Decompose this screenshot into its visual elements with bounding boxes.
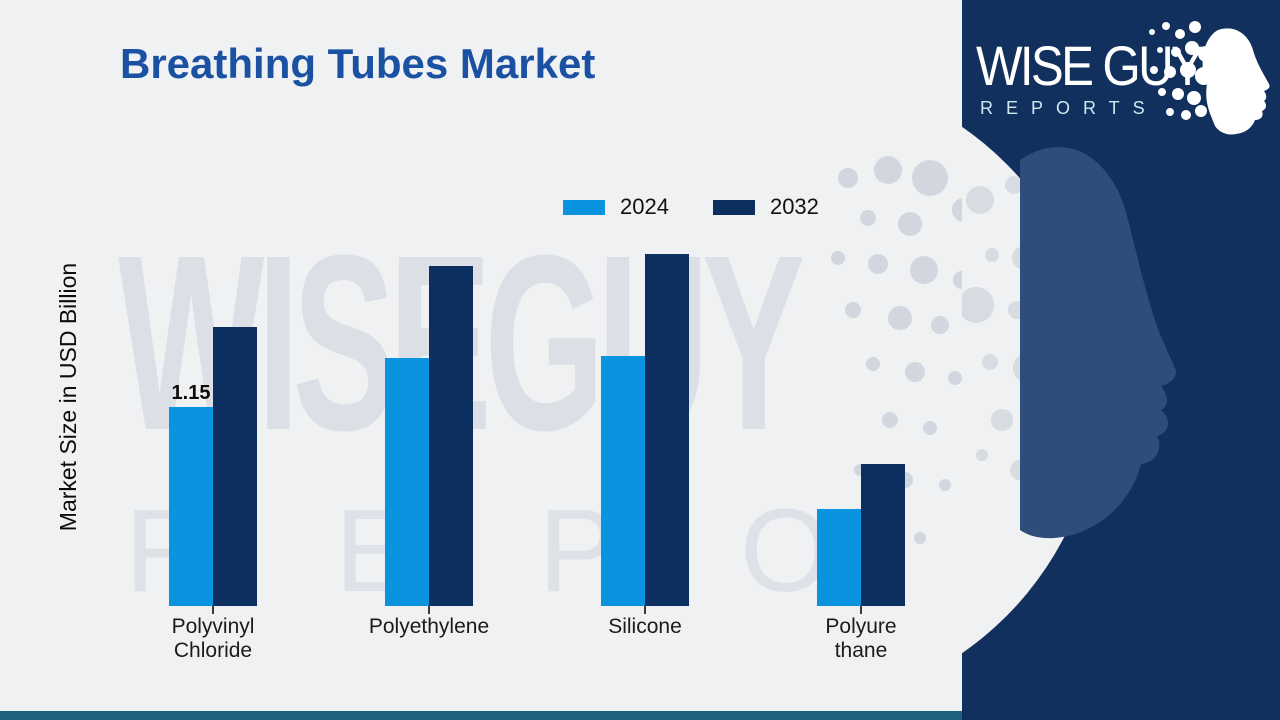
logo-dots [1149, 21, 1214, 120]
chart-title: Breathing Tubes Market [120, 40, 596, 87]
x-axis-tick [212, 606, 214, 614]
x-axis-tick [428, 606, 430, 614]
bar-2032-silicone [645, 254, 689, 606]
x-axis-label: Polyethylene [368, 615, 490, 638]
x-axis-label: Polyure thane [825, 615, 897, 663]
panel-face-icon [1020, 147, 1176, 539]
legend-swatch [563, 199, 605, 215]
x-axis-label: Silicone [608, 615, 682, 638]
logo-face-icon [1149, 21, 1270, 135]
x-axis-tick [644, 606, 646, 614]
bar-2024-silicone [601, 356, 645, 606]
bar-2024-polyurethane [817, 508, 861, 606]
legend-item-2024: 2024 [563, 194, 669, 220]
x-axis-label: Polyvinyl Chloride [171, 615, 255, 663]
chart-legend: 2024 2032 [563, 194, 819, 220]
bar-2032-polyvinyl-chloride [213, 326, 257, 606]
bar-value-label: 1.15 [171, 381, 211, 404]
logo: WISE GUY REPORTS [976, 38, 1276, 119]
footer-strip [0, 711, 962, 720]
legend-label: 2024 [620, 194, 669, 219]
bar-2032-polyethylene [429, 266, 473, 606]
bar-2032-polyurethane [861, 463, 905, 606]
legend-item-2032: 2032 [712, 194, 819, 220]
x-axis-tick [860, 606, 862, 614]
bar-2024-polyvinyl-chloride [169, 406, 213, 606]
logo-reports-text: REPORTS [980, 98, 1158, 118]
logo-wordmark: WISE GUY [976, 34, 1204, 97]
bar-2024-polyethylene [385, 358, 429, 606]
legend-label: 2032 [769, 194, 819, 219]
legend-swatch [712, 199, 755, 215]
